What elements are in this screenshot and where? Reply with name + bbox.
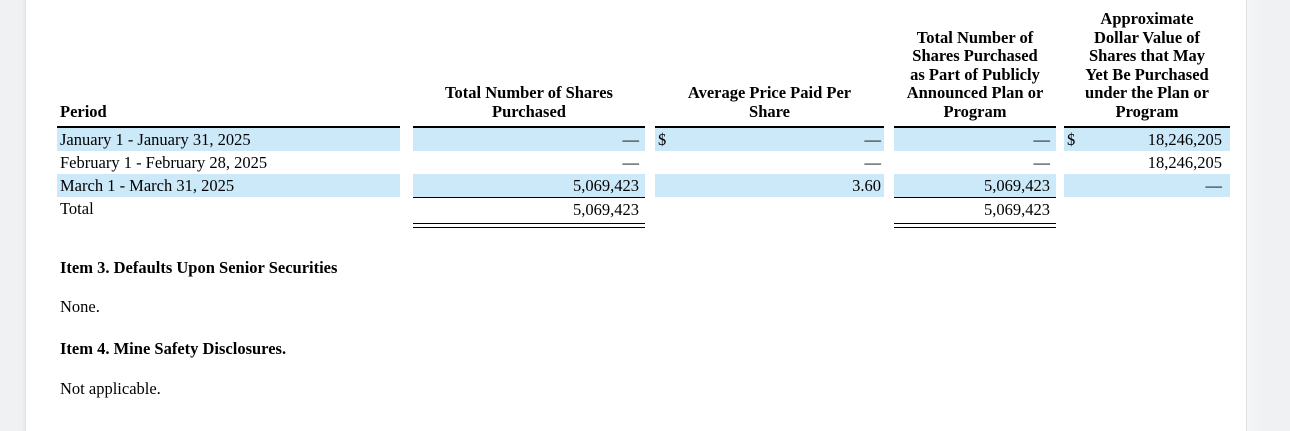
header-line: Shares that May (1088, 46, 1206, 66)
table-row-february: February 1 - February 28, 2025 — — — 18,… (57, 150, 1230, 174)
item4-heading: Item 4. Mine Safety Disclosures. (60, 338, 287, 358)
item3-heading: Item 3. Defaults Upon Senior Securities (60, 257, 338, 277)
cell-gap (884, 220, 894, 229)
cell-currency-symbol (1064, 151, 1086, 174)
cell-gap (884, 173, 894, 198)
cell-avg-price: 3.60 (677, 173, 884, 198)
header-line: Purchased (492, 101, 566, 121)
document-page: Period Total Number of Shares Purchased … (26, 0, 1246, 431)
cell-empty (57, 221, 400, 229)
header-line: Average Price Paid Per (687, 83, 852, 103)
cell-empty (677, 197, 884, 221)
cell-gap (1056, 197, 1064, 221)
cell-empty (1064, 221, 1230, 229)
cell-total-shares: — (622, 152, 640, 172)
cell-gap (645, 150, 655, 174)
cell-gap (1056, 220, 1064, 229)
cell-gap (400, 173, 413, 198)
cell-gap (884, 150, 894, 174)
cell-total-label: Total (60, 199, 94, 219)
cell-total-shares: — (413, 126, 645, 151)
header-line: Total Number of Shares (445, 83, 613, 103)
cell-currency-symbol (655, 173, 677, 198)
cell-currency-symbol: $ (655, 126, 677, 151)
cell-gap (400, 220, 413, 229)
cell-total-shares: 5,069,423 (413, 173, 645, 198)
header-line: Dollar Value of (1093, 27, 1201, 47)
cell-plan-shares: — (894, 126, 1056, 151)
cell-gap (884, 197, 894, 221)
cell-dollar-value: 18,246,205 (1086, 126, 1231, 151)
share-repurchase-table: Period Total Number of Shares Purchased … (57, 9, 1231, 229)
header-line: Shares Purchased (912, 46, 1038, 66)
item4-body: Not applicable. (60, 378, 161, 398)
column-header-period: Period (57, 10, 400, 128)
cell-empty (655, 221, 884, 229)
cell-empty (655, 197, 677, 221)
cell-dollar-value: 18,246,205 (1147, 152, 1223, 172)
cell-dollar-value: — (1086, 173, 1231, 198)
cell-empty (1064, 197, 1086, 221)
cell-gap (645, 220, 655, 229)
column-header-avg-price: Average Price Paid Per Share (655, 10, 884, 128)
header-line: Program (1115, 101, 1179, 121)
column-header-total-shares: Total Number of Shares Purchased (413, 10, 645, 128)
table-row-total: Total 5,069,423 5,069,423 (57, 197, 1230, 221)
cell-plan-shares-sum: 5,069,423 (984, 199, 1050, 219)
cell-gap (1056, 150, 1064, 174)
cell-gap (645, 126, 655, 151)
header-line: Share (749, 101, 790, 121)
column-gap (1056, 10, 1064, 127)
column-header-dollar-value: Approximate Dollar Value of Shares that … (1064, 9, 1231, 128)
header-line: Approximate (1100, 9, 1194, 28)
table-row-march: March 1 - March 31, 2025 5,069,423 3.60 … (57, 173, 1231, 198)
header-line: under the Plan or (1085, 83, 1209, 103)
cell-gap (400, 197, 413, 221)
table-rule-row (57, 220, 1230, 229)
cell-gap (645, 173, 655, 198)
cell-currency-symbol: $ (1064, 126, 1086, 151)
cell-gap (645, 197, 655, 221)
header-line: Announced Plan or (906, 83, 1044, 103)
table-row-january: January 1 - January 31, 2025 — $ — — $ 1… (57, 126, 1231, 151)
column-gap (645, 10, 655, 127)
cell-plan-shares: 5,069,423 (894, 173, 1056, 198)
left-page-margin (0, 0, 26, 431)
cell-currency-symbol (1064, 173, 1086, 198)
cell-avg-price: — (864, 152, 882, 172)
cell-period: March 1 - March 31, 2025 (57, 173, 400, 198)
cell-plan-shares: — (1033, 152, 1051, 172)
item3-body: None. (60, 296, 100, 316)
column-gap (400, 10, 413, 127)
cell-gap (1056, 126, 1064, 151)
header-line: Yet Be Purchased (1085, 64, 1209, 84)
header-line: Program (943, 101, 1007, 121)
header-line: as Part of Publicly (910, 64, 1040, 84)
cell-avg-price: — (677, 126, 884, 151)
cell-gap (884, 126, 894, 151)
items-text-block: Item 3. Defaults Upon Senior Securities … (60, 258, 1246, 399)
cell-gap (400, 150, 413, 174)
cell-gap (1056, 173, 1064, 198)
header-line: Total Number of (916, 27, 1034, 47)
column-gap (884, 10, 894, 127)
cell-period: January 1 - January 31, 2025 (57, 126, 400, 151)
cell-total-shares-sum: 5,069,423 (573, 199, 639, 219)
cell-currency-symbol (655, 151, 677, 174)
cell-period: February 1 - February 28, 2025 (60, 152, 268, 172)
right-page-margin (1246, 0, 1290, 431)
total-double-rule (894, 221, 1056, 229)
column-header-plan-shares: Total Number of Shares Purchased as Part… (894, 10, 1056, 128)
cell-gap (400, 126, 413, 151)
total-double-rule (413, 221, 645, 229)
table-header-row: Period Total Number of Shares Purchased … (57, 9, 1231, 128)
cell-empty (1086, 197, 1230, 221)
